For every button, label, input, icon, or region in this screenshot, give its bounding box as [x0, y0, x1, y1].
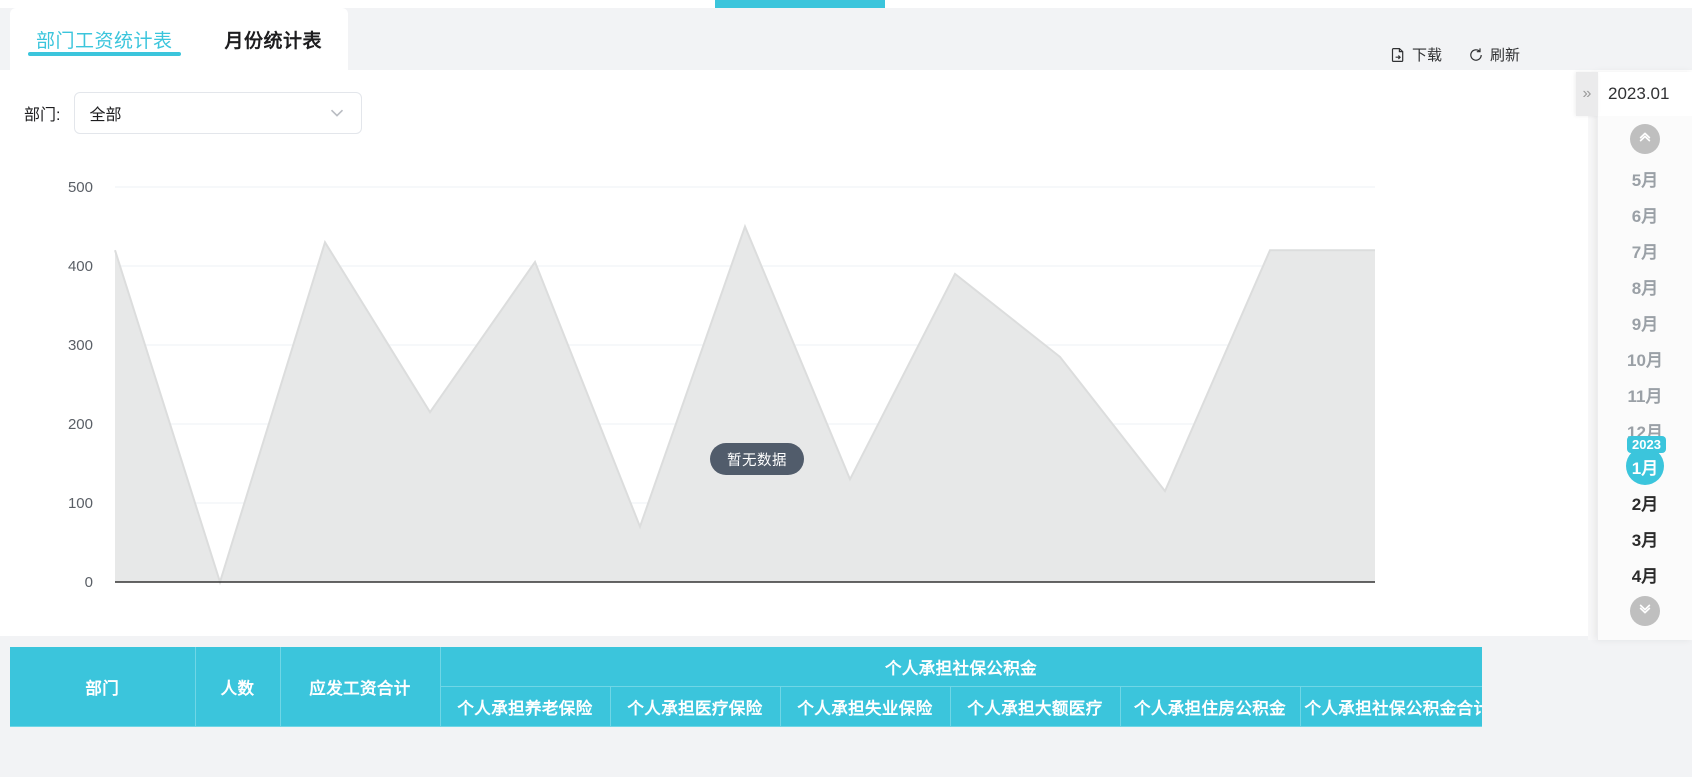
salary-table: 部门 人数 应发工资合计 个人承担社保公积金 个人承担养老保险 个人承担医疗保险个… — [10, 647, 1482, 727]
th-sub-0[interactable]: 个人承担养老保险 — [440, 686, 611, 727]
tab-monthly-stats[interactable]: 月份统计表 — [198, 8, 349, 70]
table-header-row-sub: 个人承担养老保险 个人承担医疗保险 个人承担失业保险 个人承担大额医疗 个人承担住房公积… — [10, 686, 1482, 727]
refresh-button[interactable]: 刷新 — [1468, 44, 1520, 65]
chart-area-series — [115, 226, 1375, 582]
month-label: 9月 — [1631, 314, 1659, 334]
month-item-9月[interactable]: 9月 — [1627, 304, 1663, 340]
department-select-value: 全部 — [89, 107, 122, 124]
month-item-11月[interactable]: 11月 — [1627, 376, 1663, 412]
month-item-5月[interactable]: 5月 — [1627, 160, 1663, 196]
chevron-double-down-icon — [1637, 601, 1653, 622]
month-item-4月[interactable]: 4月 — [1627, 556, 1663, 592]
refresh-label: 刷新 — [1489, 47, 1520, 64]
month-label: 11月 — [1627, 386, 1663, 406]
download-label: 下载 — [1411, 47, 1442, 64]
th-group-personal-social-fund: 个人承担社保公积金 — [440, 647, 1482, 687]
chevron-double-up-icon — [1637, 129, 1653, 150]
th-sub-5[interactable]: 个人承担社保公积金合计 — [1300, 686, 1482, 727]
month-item-10月[interactable]: 10月 — [1627, 340, 1663, 376]
month-label: 3月 — [1631, 530, 1659, 550]
y-tick-label: 400 — [68, 258, 93, 275]
filter-row: 部门: 全部 — [24, 92, 363, 134]
refresh-icon — [1468, 47, 1484, 63]
chart-svg: 0 100 200 300 400 500 — [68, 179, 1375, 591]
header-actions: 下载 刷新 — [1390, 44, 1520, 65]
tab-label: 部门工资统计表 — [36, 30, 173, 52]
period-rail: 2023.01 5月 6月 7月 8月 9月 10月 11月 12月 2023 1月 2月 3月 4月 — [1597, 72, 1692, 640]
month-item-8月[interactable]: 8月 — [1627, 268, 1663, 304]
top-accent-segment — [715, 0, 885, 8]
table-area: 部门 人数 应发工资合计 个人承担社保公积金 个人承担养老保险 个人承担医疗保险个… — [0, 636, 1692, 777]
tab-bar: 部门工资统计表 月份统计表 — [10, 8, 349, 70]
month-items: 5月 6月 7月 8月 9月 10月 11月 12月 2023 1月 2月 3月 4月 — [1625, 160, 1666, 592]
rail-scroll-down-button[interactable] — [1630, 596, 1660, 626]
month-item-7月[interactable]: 7月 — [1627, 232, 1663, 268]
empty-data-label: 暂无数据 — [727, 452, 787, 469]
month-label: 5月 — [1631, 170, 1659, 190]
month-label: 10月 — [1627, 350, 1663, 370]
month-selected-indicator — [1625, 447, 1664, 485]
department-select[interactable]: 全部 — [74, 92, 363, 134]
y-tick-label: 100 — [68, 495, 93, 512]
download-icon — [1390, 47, 1406, 63]
chart-line-series — [114, 223, 1375, 586]
department-label: 部门: — [24, 107, 61, 124]
month-item-1月[interactable]: 2023 1月 — [1625, 436, 1666, 485]
empty-data-tooltip: 暂无数据 — [710, 443, 804, 475]
y-tick-label: 500 — [68, 179, 93, 196]
content-card: 部门: 全部 0 100 200 300 400 500 暂无数据 — [10, 70, 1682, 636]
month-label: 1月 — [1631, 458, 1659, 478]
th-department[interactable]: 部门 — [10, 647, 196, 727]
year-badge: 2023 — [1627, 436, 1666, 453]
month-label: 4月 — [1631, 566, 1659, 586]
rail-scroll-up-button[interactable] — [1630, 124, 1660, 154]
chevron-down-icon — [327, 103, 347, 123]
month-label: 2月 — [1631, 494, 1659, 514]
month-item-3月[interactable]: 3月 — [1627, 520, 1663, 556]
th-headcount[interactable]: 人数 — [195, 647, 281, 727]
month-label: 8月 — [1631, 278, 1659, 298]
th-sub-4[interactable]: 个人承担住房公积金 — [1120, 686, 1301, 727]
th-sub-1[interactable]: 个人承担医疗保险 — [610, 686, 781, 727]
tab-active-underline — [28, 52, 181, 56]
rail-divider — [1588, 116, 1598, 640]
salary-table-head: 部门 人数 应发工资合计 个人承担社保公积金 个人承担养老保险 个人承担医疗保险个… — [10, 647, 1482, 727]
month-item-6月[interactable]: 6月 — [1627, 196, 1663, 232]
rail-month-list: 5月 6月 7月 8月 9月 10月 11月 12月 2023 1月 2月 3月 4月 — [1598, 116, 1692, 640]
month-item-2月[interactable]: 2月 — [1627, 484, 1663, 520]
table-header-row-top: 部门 人数 应发工资合计 个人承担社保公积金 — [10, 647, 1482, 727]
th-sub-2[interactable]: 个人承担失业保险 — [780, 686, 951, 727]
y-tick-label: 200 — [68, 416, 93, 433]
th-gross-salary-total[interactable]: 应发工资合计 — [280, 647, 441, 727]
month-label: 6月 — [1631, 206, 1659, 226]
th-sub-3[interactable]: 个人承担大额医疗 — [950, 686, 1121, 727]
chevron-double-right-icon: » — [1582, 85, 1592, 102]
download-button[interactable]: 下载 — [1390, 44, 1442, 65]
y-tick-label: 0 — [85, 574, 93, 591]
y-tick-label: 300 — [68, 337, 93, 354]
salary-area-chart: 0 100 200 300 400 500 — [10, 162, 1682, 622]
month-label: 7月 — [1631, 242, 1659, 262]
salary-table-grid: 部门 人数 应发工资合计 个人承担社保公积金 个人承担养老保险 个人承担医疗保险个… — [10, 647, 1482, 727]
rail-collapse-handle[interactable]: » — [1576, 72, 1598, 116]
top-strip — [0, 0, 1692, 8]
chart-y-axis-ticks: 0 100 200 300 400 500 — [68, 179, 93, 591]
tab-label: 月份统计表 — [224, 30, 323, 52]
rail-current-period: 2023.01 — [1598, 72, 1692, 116]
tab-department-salary-stats[interactable]: 部门工资统计表 — [10, 8, 199, 70]
